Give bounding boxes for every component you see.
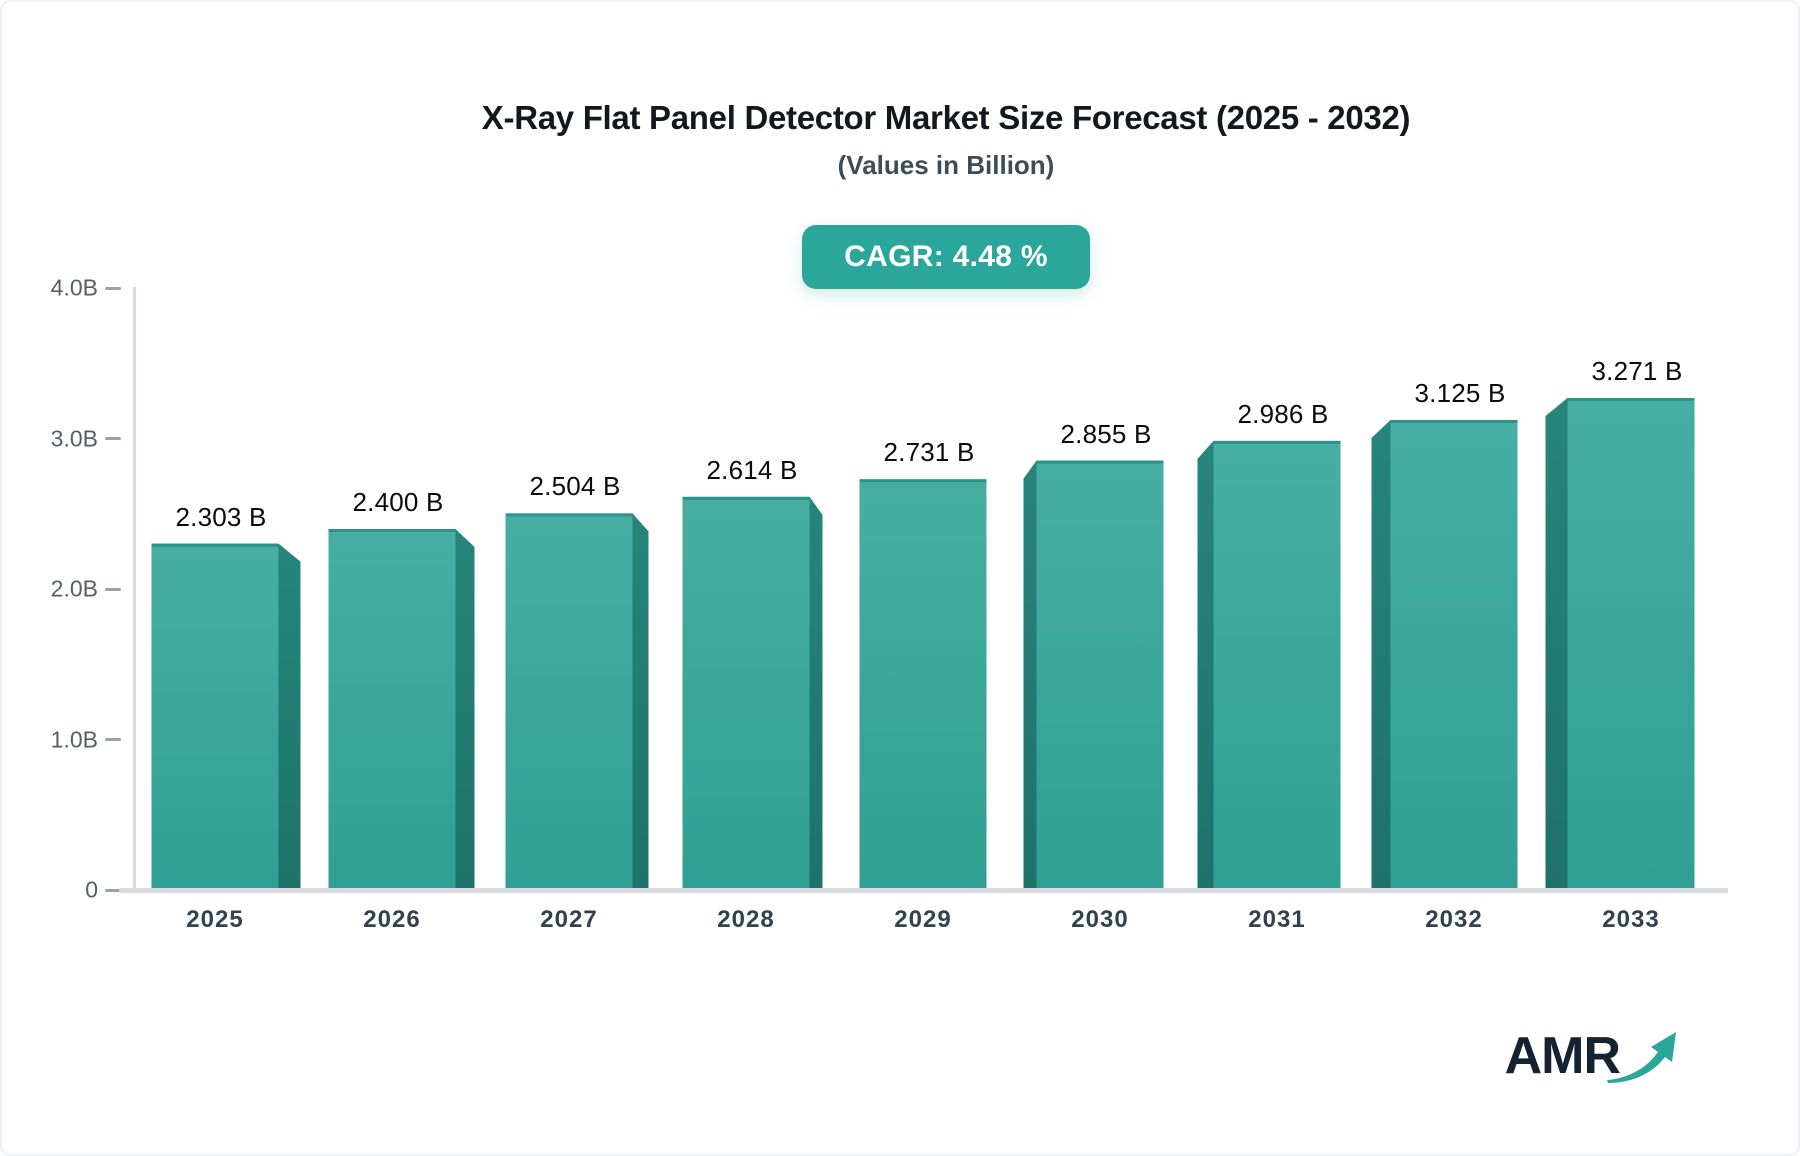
bar-value-label-2031: 2.986 B <box>1237 398 1329 429</box>
x-tick-label-2028: 2028 <box>717 906 775 933</box>
chart-subtitle: (Values in Billion) <box>837 150 1055 180</box>
bar-face-2025[interactable] <box>151 543 279 890</box>
bar-2033[interactable] <box>1545 398 1695 890</box>
x-tick-label-2031: 2031 <box>1248 906 1306 933</box>
bar-top-edge-2030 <box>1036 460 1164 464</box>
x-tick-label-2032: 2032 <box>1425 906 1483 933</box>
bar-top-edge-2025 <box>151 543 279 547</box>
bar-value-label-2030: 2.855 B <box>1060 418 1152 449</box>
y-tick-label: 4.0B <box>50 274 98 301</box>
y-tick-mark <box>105 437 121 441</box>
bar-side-2027 <box>632 513 649 890</box>
bar-face-2029[interactable] <box>859 479 987 890</box>
bar-2028[interactable] <box>682 496 823 890</box>
chart-header: X-Ray Flat Panel Detector Market Size Fo… <box>2 2 1798 289</box>
y-tick-label: 3.0B <box>50 425 98 452</box>
bar-top-edge-2033 <box>1567 398 1695 402</box>
y-tick-label: 1.0B <box>50 726 98 753</box>
bar-value-label-2025: 2.303 B <box>175 501 267 532</box>
bar-face-2032[interactable] <box>1390 420 1518 890</box>
y-tick-mark <box>105 587 121 591</box>
y-axis-line <box>133 287 136 893</box>
chart-title: X-Ray Flat Panel Detector Market Size Fo… <box>481 99 1411 136</box>
x-tick-label-2030: 2030 <box>1071 906 1129 933</box>
y-tick-label: 2.0B <box>50 575 98 602</box>
x-tick-label-2025: 2025 <box>186 906 244 933</box>
bar-top-edge-2032 <box>1390 420 1518 423</box>
y-tick-label: 0 <box>85 876 98 903</box>
bar-top-edge-2031 <box>1213 440 1341 444</box>
bar-top-edge-2029 <box>859 479 987 483</box>
bar-side-2028 <box>809 496 823 890</box>
bar-2031[interactable] <box>1197 440 1341 890</box>
bar-face-2033[interactable] <box>1567 398 1695 890</box>
bar-side-2026 <box>455 529 475 890</box>
bar-top-edge-2026 <box>328 529 456 533</box>
bar-value-label-2028: 2.614 B <box>706 454 798 485</box>
bar-2027[interactable] <box>505 513 649 890</box>
bar-value-label-2027: 2.504 B <box>529 471 621 502</box>
bar-value-label-2026: 2.400 B <box>352 487 444 518</box>
amr-logo-text: AMR <box>1504 1027 1621 1085</box>
bar-face-2026[interactable] <box>328 529 456 890</box>
bar-2029[interactable] <box>859 479 987 890</box>
bar-face-2027[interactable] <box>505 513 633 890</box>
bar-side-2033 <box>1545 398 1568 890</box>
x-tick-label-2026: 2026 <box>363 906 421 933</box>
bar-2030[interactable] <box>1023 460 1164 890</box>
bar-value-label-2032: 3.125 B <box>1414 378 1506 408</box>
bar-top-edge-2027 <box>505 513 633 517</box>
amr-logo: AMR <box>1505 1022 1680 1086</box>
x-axis-line <box>119 888 1728 893</box>
bar-2032[interactable] <box>1371 420 1518 890</box>
bar-2025[interactable] <box>151 543 301 890</box>
x-tick-label-2029: 2029 <box>894 906 952 933</box>
cagr-badge: CAGR: 4.48 % <box>802 225 1090 289</box>
bar-face-2028[interactable] <box>682 496 810 890</box>
bar-face-2030[interactable] <box>1036 460 1164 890</box>
trending-up-arrow-icon <box>1607 1032 1676 1083</box>
bar-side-2032 <box>1371 420 1391 890</box>
bar-value-label-2029: 2.731 B <box>883 437 975 468</box>
bar-side-2030 <box>1023 460 1037 890</box>
y-tick-mark <box>105 738 121 742</box>
bar-side-2025 <box>278 543 301 890</box>
x-tick-label-2027: 2027 <box>540 906 598 933</box>
bar-side-2031 <box>1197 440 1214 890</box>
bar-2026[interactable] <box>328 529 475 890</box>
bar-value-label-2033: 3.271 B <box>1591 356 1683 387</box>
y-tick-mark <box>105 888 121 892</box>
x-tick-label-2033: 2033 <box>1602 906 1660 933</box>
bar-face-2031[interactable] <box>1213 440 1341 890</box>
bar-top-edge-2028 <box>682 496 810 500</box>
y-tick-mark <box>105 286 121 290</box>
